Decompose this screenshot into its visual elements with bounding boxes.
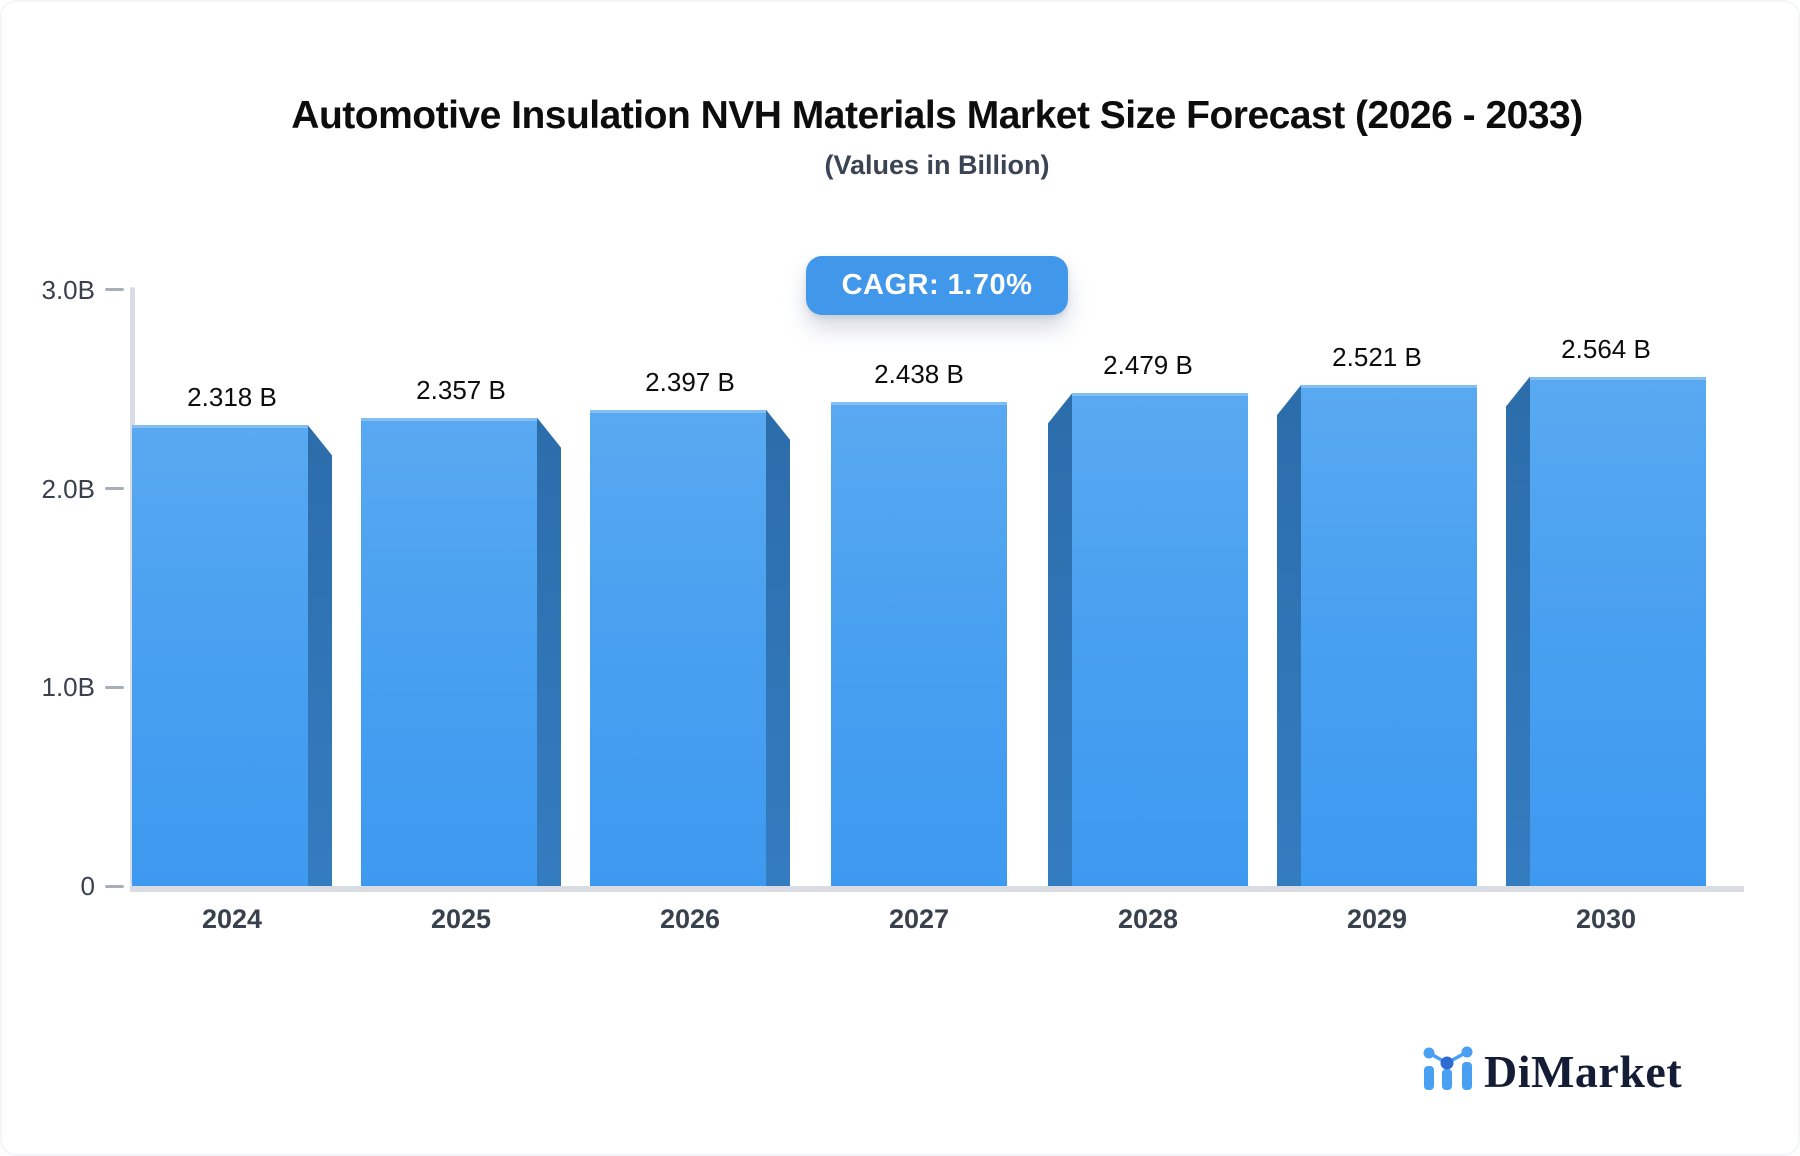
x-axis-label-2025: 2025 [430, 903, 492, 934]
logo-text: DiMarket [1484, 1046, 1683, 1097]
bar-front-face [1530, 376, 1706, 886]
bar-value-label: 2.564 B [1561, 333, 1651, 364]
bar-2028: 2.479 B 2028 [1048, 350, 1248, 934]
page-title: Automotive Insulation NVH Materials Mark… [291, 94, 1583, 137]
bar-2026: 2.397 B 2026 [590, 367, 790, 934]
y-tick-mark [105, 487, 124, 491]
cagr-badge-wrap: CAGR: 1.70% [130, 256, 1744, 315]
bar-side-face [1277, 385, 1301, 886]
bar-2029: 2.521 B 2029 [1277, 342, 1477, 934]
y-tick-mark [105, 288, 124, 292]
bar-front-face [361, 417, 537, 886]
y-tick-mark [105, 685, 124, 689]
bar-2030: 2.564 B 2030 [1506, 334, 1706, 934]
x-axis-label-2026: 2026 [659, 903, 721, 934]
bar-2025: 2.357 B 2025 [361, 375, 561, 934]
y-tick-label: 2.0B [41, 473, 96, 504]
x-axis-line [130, 886, 1744, 892]
bar-value-label: 2.397 B [645, 366, 735, 397]
y-tick-label: 0 [80, 871, 95, 901]
bar-front-face [1301, 385, 1477, 886]
bar-front-face [831, 401, 1007, 886]
dimarket-logo: DiMarket [1422, 1044, 1682, 1095]
x-axis-label-2028: 2028 [1117, 903, 1179, 934]
chart-subtitle: (Values in Billion) [824, 150, 1050, 180]
bar-value-label: 2.521 B [1332, 342, 1422, 373]
x-axis-label-2024: 2024 [201, 903, 263, 934]
bar-side-face [308, 425, 332, 886]
bar-2024: 2.318 B 2024 [132, 382, 332, 934]
bar-front-face [132, 425, 308, 886]
bar-value-label: 2.479 B [1103, 350, 1193, 381]
bar-side-face [537, 417, 561, 886]
x-axis-label-2029: 2029 [1346, 903, 1408, 934]
bar-front-face [1072, 393, 1248, 886]
bar-front-face [590, 409, 766, 886]
bar-side-face [1048, 393, 1072, 886]
bar-2027: 2.438 B 2027 [819, 359, 1019, 934]
y-tick-label: 3.0B [41, 274, 96, 305]
bar-side-face [766, 409, 790, 886]
y-tick-label: 1.0B [41, 672, 96, 703]
y-tick-mark [105, 884, 124, 888]
x-axis-label-2027: 2027 [888, 903, 950, 934]
bar-chart-with-trend-dots-icon [1422, 1044, 1474, 1095]
bar-value-label: 2.438 B [874, 358, 964, 389]
bar-value-label: 2.318 B [187, 382, 277, 413]
cagr-badge: CAGR: 1.70% [805, 256, 1069, 315]
bar-value-label: 2.357 B [416, 374, 506, 405]
bar-side-face [1506, 376, 1530, 886]
x-axis-label-2030: 2030 [1575, 903, 1637, 934]
